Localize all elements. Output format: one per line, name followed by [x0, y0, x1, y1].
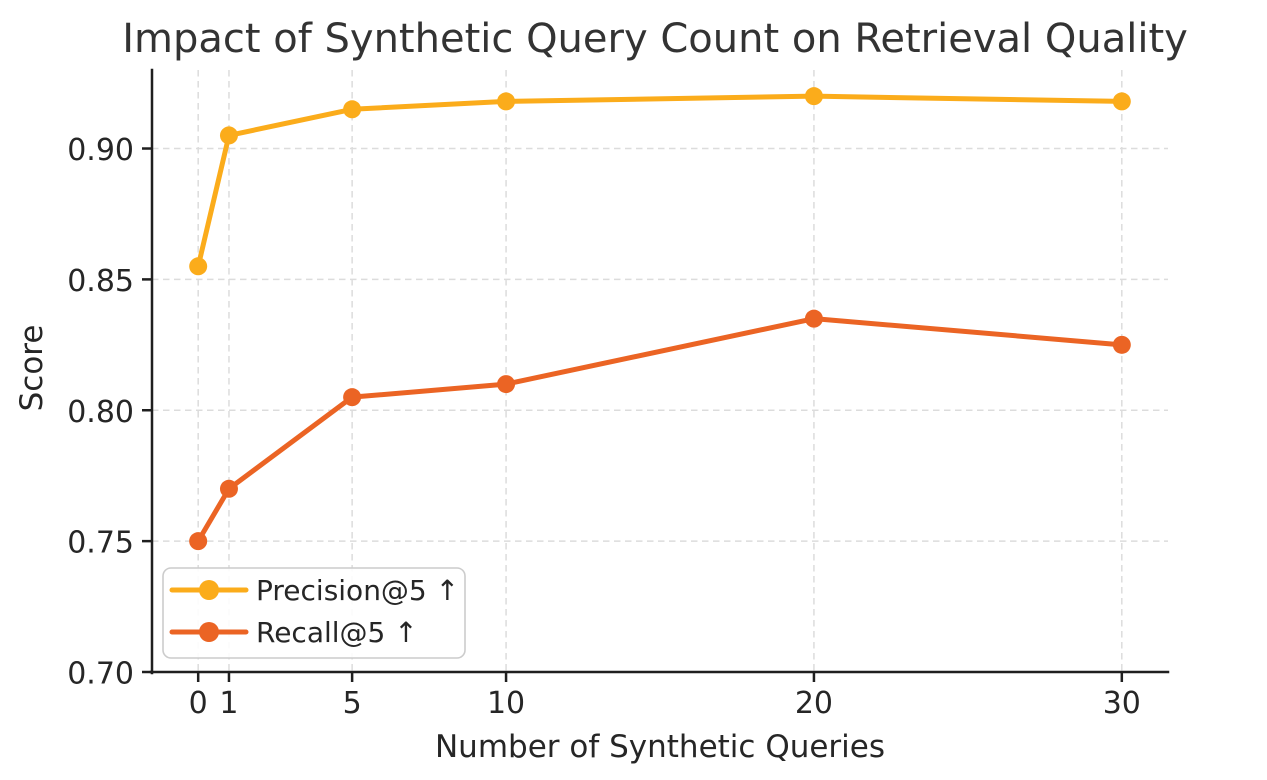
x-tick-label: 30 [1103, 686, 1141, 721]
data-point-marker [1112, 92, 1131, 111]
data-point-marker [189, 257, 208, 276]
data-point-marker [219, 126, 238, 145]
chart-title: Impact of Synthetic Query Count on Retri… [122, 16, 1188, 62]
axes-layer: 0 1 5 10 20 30 0.70 0.75 0.80 0.85 0.90 [67, 68, 1170, 721]
legend: Precision@5 ↑ Recall@5 ↑ [162, 567, 466, 659]
y-tick-label: 0.70 [67, 657, 134, 692]
x-tick-label: 1 [219, 686, 238, 721]
data-point-marker [804, 309, 823, 328]
legend-swatch-marker [199, 580, 219, 600]
x-axis-label: Number of Synthetic Queries [435, 729, 885, 765]
y-tick-label: 0.75 [67, 526, 134, 561]
data-point-marker [189, 532, 208, 551]
legend-swatch-marker [199, 622, 219, 642]
data-point-marker [343, 100, 362, 119]
data-point-marker [1112, 335, 1131, 354]
legend-item-label: Recall@5 ↑ [256, 616, 418, 649]
y-tick-label: 0.85 [67, 264, 134, 299]
x-tick-label: 10 [487, 686, 525, 721]
series-line [195, 93, 1125, 269]
data-point-marker [497, 375, 516, 394]
series-line [195, 316, 1125, 544]
data-point-marker [497, 92, 516, 111]
y-tick-label: 0.90 [67, 133, 134, 168]
data-point-marker [804, 87, 823, 106]
y-axis-label: Score [14, 325, 50, 412]
data-point-marker [219, 479, 238, 498]
x-tick-label: 5 [343, 686, 362, 721]
data-point-marker [343, 388, 362, 407]
y-tick-label: 0.80 [67, 395, 134, 430]
x-tick-label: 0 [189, 686, 208, 721]
x-tick-label: 20 [795, 686, 833, 721]
series-layer [189, 87, 1131, 551]
legend-item-label: Precision@5 ↑ [256, 574, 459, 607]
